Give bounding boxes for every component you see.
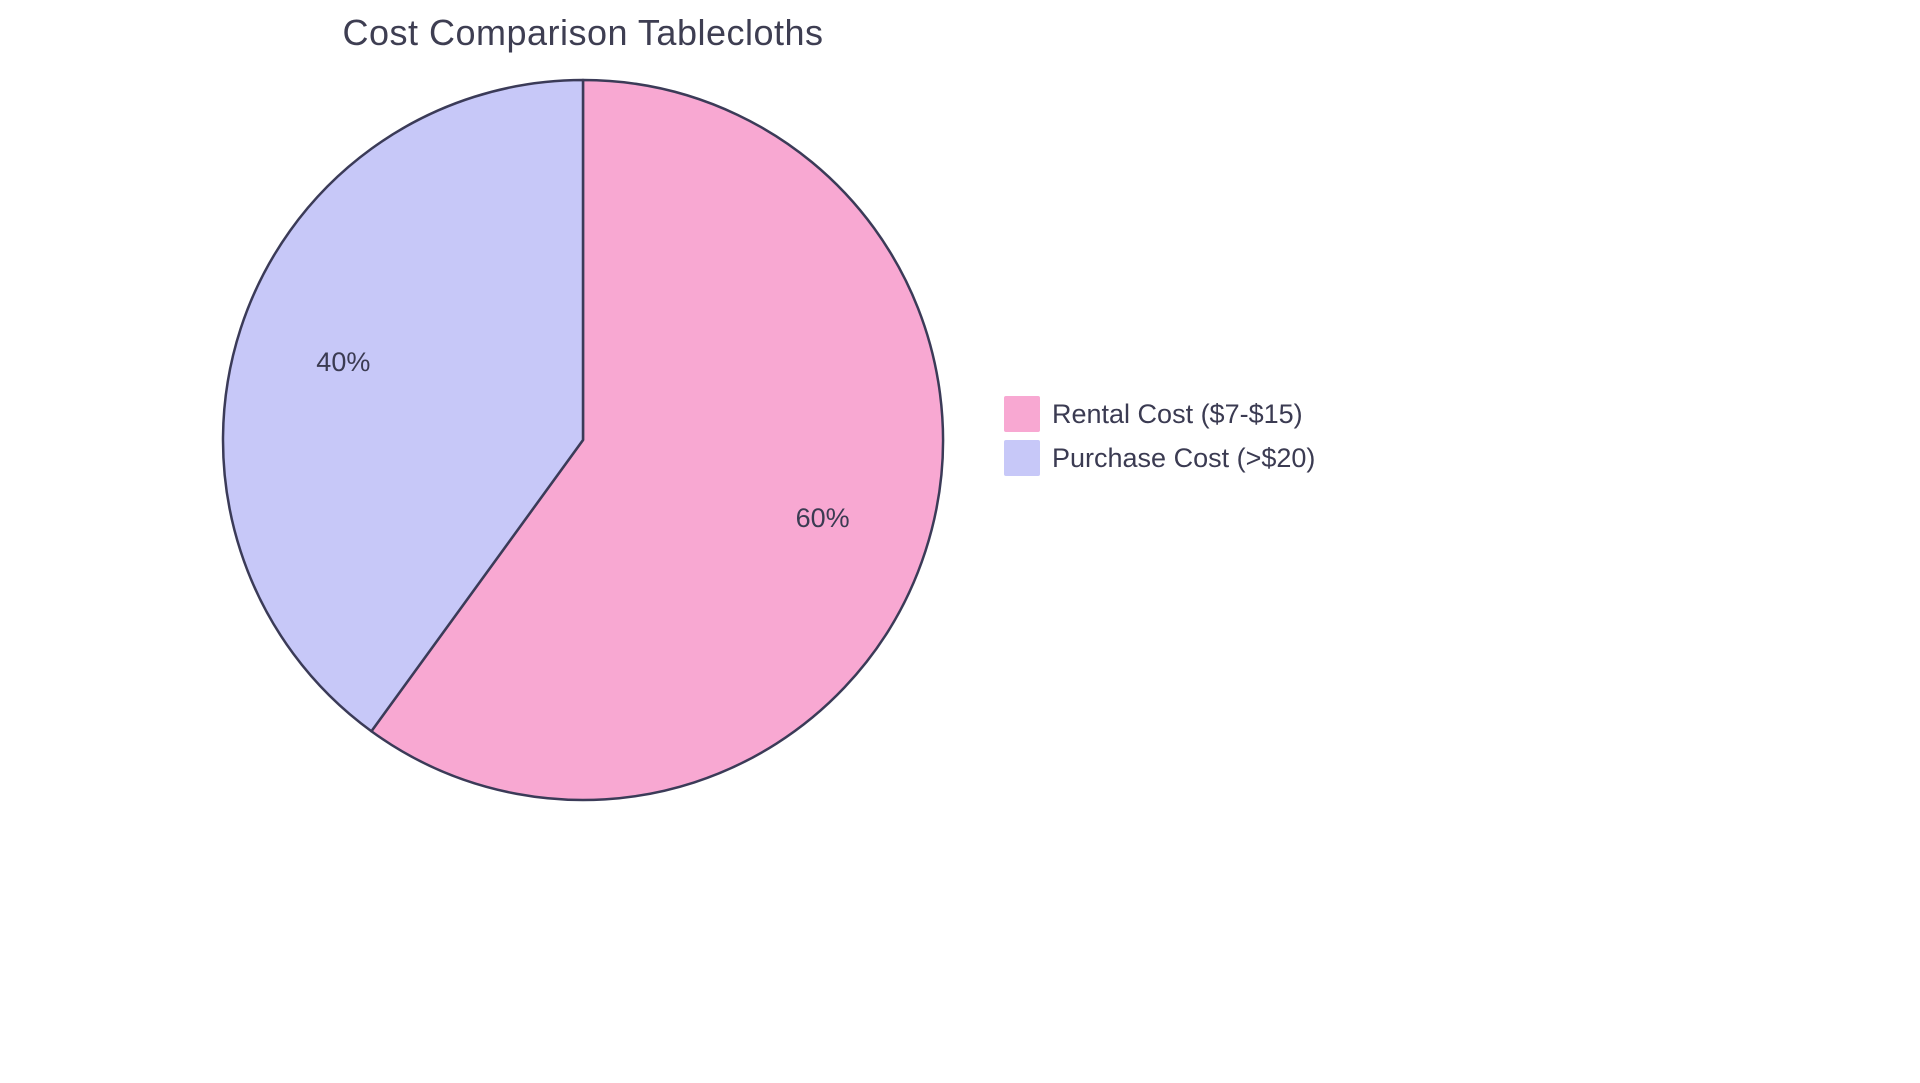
legend-item-purchase[interactable]: Purchase Cost (>$20) bbox=[1004, 440, 1315, 476]
legend-label-purchase-cost: Purchase Cost (>$20) bbox=[1052, 442, 1316, 473]
chart-title: Cost Comparison Tablecloths bbox=[342, 12, 824, 53]
pie-chart-area: 60% 40% bbox=[218, 75, 948, 805]
legend-swatch-rental-cost bbox=[1004, 396, 1040, 432]
slice-percentage-label-0: 60% bbox=[796, 503, 850, 533]
slice-percentage-label-1: 40% bbox=[316, 347, 370, 377]
legend: Rental Cost ($7-$15) Purchase Cost (>$20… bbox=[1004, 396, 1315, 476]
pie-slice-1[interactable] bbox=[221, 78, 585, 733]
legend-item-rental[interactable]: Rental Cost ($7-$15) bbox=[1004, 396, 1315, 432]
pie-chart: 60% 40% bbox=[221, 78, 945, 802]
legend-swatch-purchase-cost bbox=[1004, 440, 1040, 476]
legend-label-rental-cost: Rental Cost ($7-$15) bbox=[1052, 398, 1303, 429]
pie-slice-0[interactable] bbox=[370, 78, 945, 802]
